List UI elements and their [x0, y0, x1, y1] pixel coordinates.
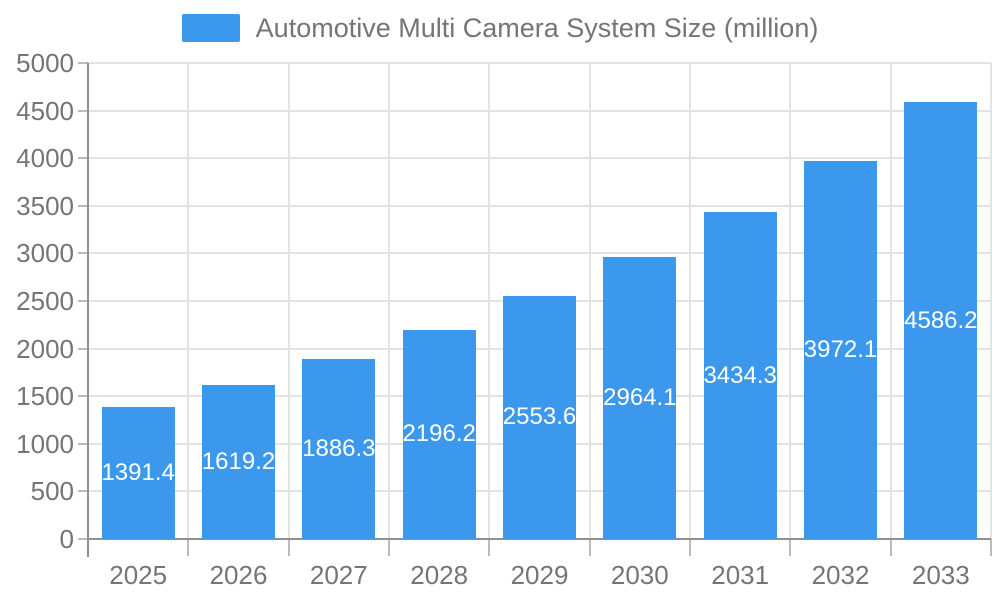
- h-gridline: [88, 109, 991, 112]
- bar[interactable]: 2196.2: [402, 329, 476, 539]
- x-axis-line: [88, 538, 991, 540]
- h-gridline: [88, 252, 991, 255]
- bar-value-label: 2196.2: [402, 420, 476, 448]
- y-tick: [78, 157, 88, 160]
- y-axis-label: 2500: [16, 286, 74, 316]
- v-gridline: [388, 63, 390, 539]
- x-tick: [488, 539, 491, 556]
- h-gridline: [88, 157, 991, 160]
- v-gridline: [588, 63, 591, 539]
- x-tick: [287, 539, 290, 556]
- bar[interactable]: 1619.2: [201, 384, 276, 539]
- x-tick: [990, 539, 992, 556]
- x-axis-label: 2028: [410, 560, 469, 590]
- y-axis-label: 4000: [16, 143, 74, 174]
- v-gridline: [889, 63, 892, 539]
- bar-value-label: 1619.2: [201, 447, 276, 475]
- bar-value-label: 2964.1: [603, 383, 677, 411]
- y-tick: [78, 109, 88, 112]
- v-gridline: [287, 63, 290, 539]
- bar[interactable]: 2553.6: [502, 295, 577, 539]
- v-gridline: [789, 63, 792, 539]
- v-gridline: [488, 63, 491, 539]
- x-axis-label: 2029: [510, 560, 569, 590]
- x-axis-label: 2030: [610, 560, 669, 590]
- y-axis-label: 2000: [16, 333, 74, 364]
- bar-value-label: 2553.6: [502, 403, 577, 431]
- y-tick: [78, 490, 88, 493]
- v-gridline: [990, 63, 992, 539]
- x-tick: [789, 539, 792, 556]
- y-tick: [78, 252, 88, 255]
- y-axis-label: 4500: [16, 95, 74, 126]
- bar[interactable]: 1391.4: [101, 406, 175, 539]
- v-gridline: [187, 63, 190, 539]
- y-axis-label: 0: [59, 524, 74, 554]
- x-axis-label: 2031: [711, 560, 770, 590]
- legend-swatch: [181, 14, 240, 43]
- legend-label: Automotive Multi Camera System Size (mil…: [255, 13, 819, 43]
- y-tick: [78, 395, 88, 398]
- bar-value-label: 3972.1: [803, 335, 878, 363]
- bar[interactable]: 4586.2: [904, 102, 978, 539]
- bar[interactable]: 3972.1: [803, 160, 878, 539]
- x-axis-label: 2033: [911, 560, 970, 590]
- y-axis-line: [87, 63, 89, 557]
- y-axis-label: 500: [30, 476, 74, 507]
- x-tick: [187, 539, 190, 556]
- h-gridline: [88, 204, 991, 207]
- y-axis-label: 5000: [16, 48, 74, 78]
- x-axis-label: 2026: [209, 560, 268, 590]
- y-tick: [78, 538, 88, 540]
- y-axis-label: 1500: [16, 381, 74, 412]
- v-gridline: [689, 63, 691, 539]
- y-axis-label: 3000: [16, 238, 74, 269]
- x-tick: [889, 539, 892, 556]
- y-axis-label: 1000: [16, 428, 74, 459]
- x-axis-label: 2032: [811, 560, 870, 590]
- legend[interactable]: Automotive Multi Camera System Size (mil…: [0, 12, 1000, 44]
- x-tick: [689, 539, 691, 556]
- y-tick: [78, 442, 88, 445]
- y-tick: [78, 204, 88, 207]
- x-axis-label: 2025: [109, 560, 168, 590]
- bar-value-label: 1391.4: [101, 458, 175, 486]
- y-tick: [78, 347, 88, 350]
- bar-value-label: 1886.3: [302, 435, 376, 463]
- bar-value-label: 3434.3: [703, 361, 777, 389]
- h-gridline: [88, 62, 991, 64]
- bar[interactable]: 2964.1: [603, 256, 677, 539]
- bar[interactable]: 1886.3: [302, 359, 376, 539]
- x-tick: [388, 539, 390, 556]
- y-axis-label: 3500: [16, 190, 74, 221]
- bar-value-label: 4586.2: [904, 306, 978, 334]
- y-tick: [78, 62, 88, 64]
- x-tick: [588, 539, 591, 556]
- bar[interactable]: 3434.3: [703, 212, 777, 539]
- x-axis-label: 2027: [309, 560, 368, 590]
- y-tick: [78, 300, 88, 302]
